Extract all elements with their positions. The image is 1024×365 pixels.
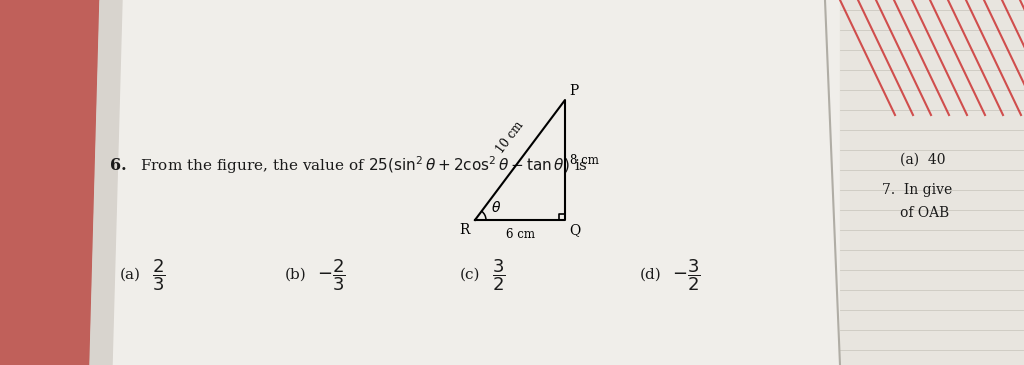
Text: $-\dfrac{2}{3}$: $-\dfrac{2}{3}$ [317, 257, 345, 293]
Text: (b): (b) [285, 268, 307, 282]
Text: (c): (c) [460, 268, 480, 282]
Text: From the figure, the value of $25(\sin^2\theta + 2\cos^2\theta - \tan\theta)$ is: From the figure, the value of $25(\sin^2… [140, 154, 588, 176]
Bar [840, 0, 1024, 365]
Text: 6 cm: 6 cm [506, 228, 535, 241]
Text: (a): (a) [120, 268, 141, 282]
Text: (a)  40: (a) 40 [900, 153, 945, 167]
Text: Q: Q [569, 223, 581, 237]
Text: $-\dfrac{3}{2}$: $-\dfrac{3}{2}$ [672, 257, 700, 293]
Text: $\theta$: $\theta$ [490, 200, 501, 215]
Text: $\dfrac{2}{3}$: $\dfrac{2}{3}$ [152, 257, 166, 293]
Polygon shape [90, 0, 122, 365]
Text: 8 cm: 8 cm [570, 154, 599, 166]
Text: R: R [460, 223, 470, 237]
Text: 7.  In give: 7. In give [882, 183, 952, 197]
Text: 6.: 6. [110, 157, 127, 173]
Text: of OAB: of OAB [900, 206, 949, 220]
Text: 10 cm: 10 cm [494, 119, 526, 156]
Text: (d): (d) [640, 268, 662, 282]
Polygon shape [90, 0, 870, 365]
Text: $\dfrac{3}{2}$: $\dfrac{3}{2}$ [492, 257, 506, 293]
Text: P: P [569, 84, 579, 98]
